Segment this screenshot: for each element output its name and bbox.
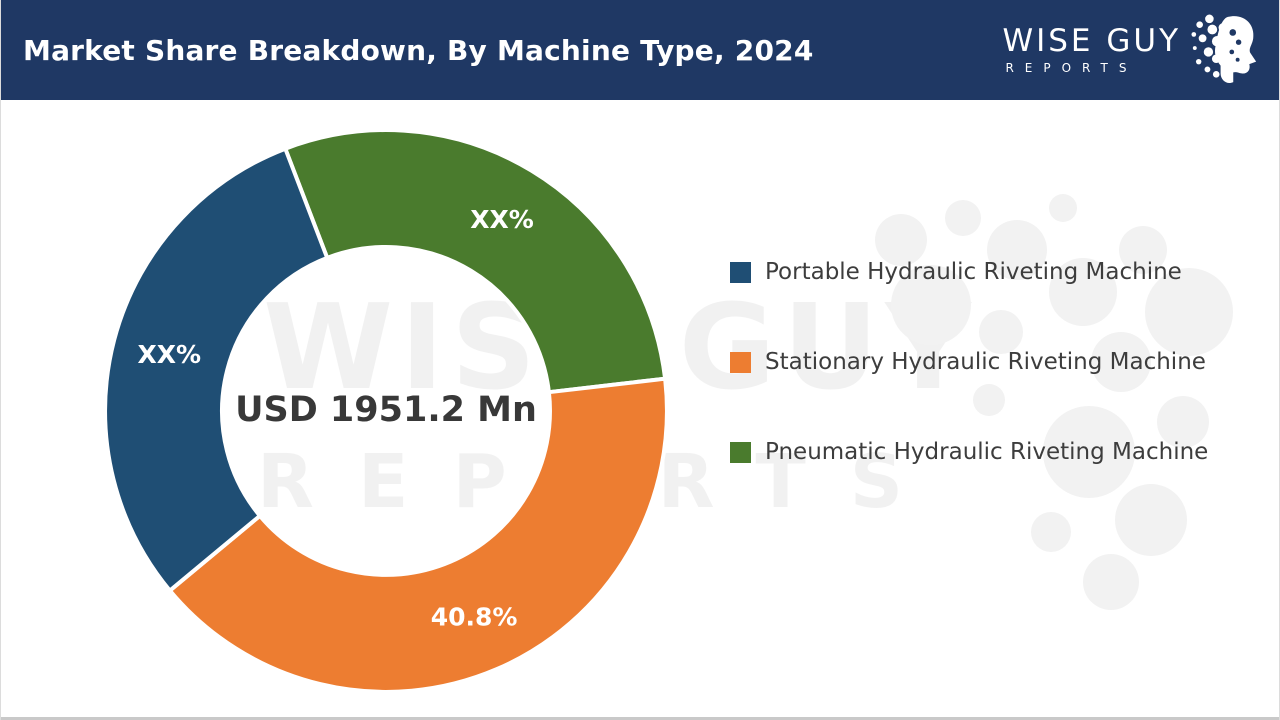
legend-swatch-portable [730, 261, 751, 283]
watermark-dot [1083, 554, 1139, 610]
watermark-dot [945, 200, 981, 236]
donut-chart: XX% 40.8% XX% [103, 128, 669, 694]
donut-slice-stationary [167, 376, 669, 694]
logo-name: WISE GUY [1002, 23, 1181, 59]
logo-face-icon [1191, 14, 1257, 83]
slice-label-pneumatic: XX% [470, 205, 534, 234]
bottom-border [1, 717, 1279, 720]
wiseguy-logo: WISE GUY REPORTS [1002, 10, 1265, 90]
legend-swatch-pneumatic [730, 441, 751, 463]
donut-center-value: USD 1951.2 Mn [235, 390, 537, 430]
legend-label-pneumatic: Pneumatic Hydraulic Riveting Machine [765, 439, 1209, 465]
watermark-dot [1049, 194, 1077, 222]
legend-item-portable: Portable Hydraulic Riveting Machine [730, 256, 1208, 288]
page-title: Market Share Breakdown, By Machine Type,… [23, 33, 814, 67]
watermark-dot [1031, 512, 1071, 552]
legend-item-stationary: Stationary Hydraulic Riveting Machine [730, 346, 1208, 378]
legend-item-pneumatic: Pneumatic Hydraulic Riveting Machine [730, 436, 1208, 468]
header-bar: Market Share Breakdown, By Machine Type,… [1, 0, 1279, 100]
logo-wordmark: WISE GUY REPORTS [1002, 23, 1181, 75]
donut-slice-pneumatic [283, 128, 668, 395]
slice-label-stationary: 40.8% [431, 603, 518, 632]
watermark-dot [1115, 484, 1187, 556]
chart-area: WISE GUY REPORTS XX%40.8%XX% USD 1951.2 … [1, 100, 1279, 717]
legend-label-portable: Portable Hydraulic Riveting Machine [765, 259, 1182, 285]
slice-label-portable: XX% [137, 340, 201, 369]
legend-swatch-stationary [730, 351, 751, 373]
logo-subtext: REPORTS [1005, 61, 1138, 75]
legend-label-stationary: Stationary Hydraulic Riveting Machine [765, 349, 1206, 375]
donut-slice-portable [103, 146, 330, 593]
chart-legend: Portable Hydraulic Riveting Machine Stat… [730, 256, 1208, 468]
